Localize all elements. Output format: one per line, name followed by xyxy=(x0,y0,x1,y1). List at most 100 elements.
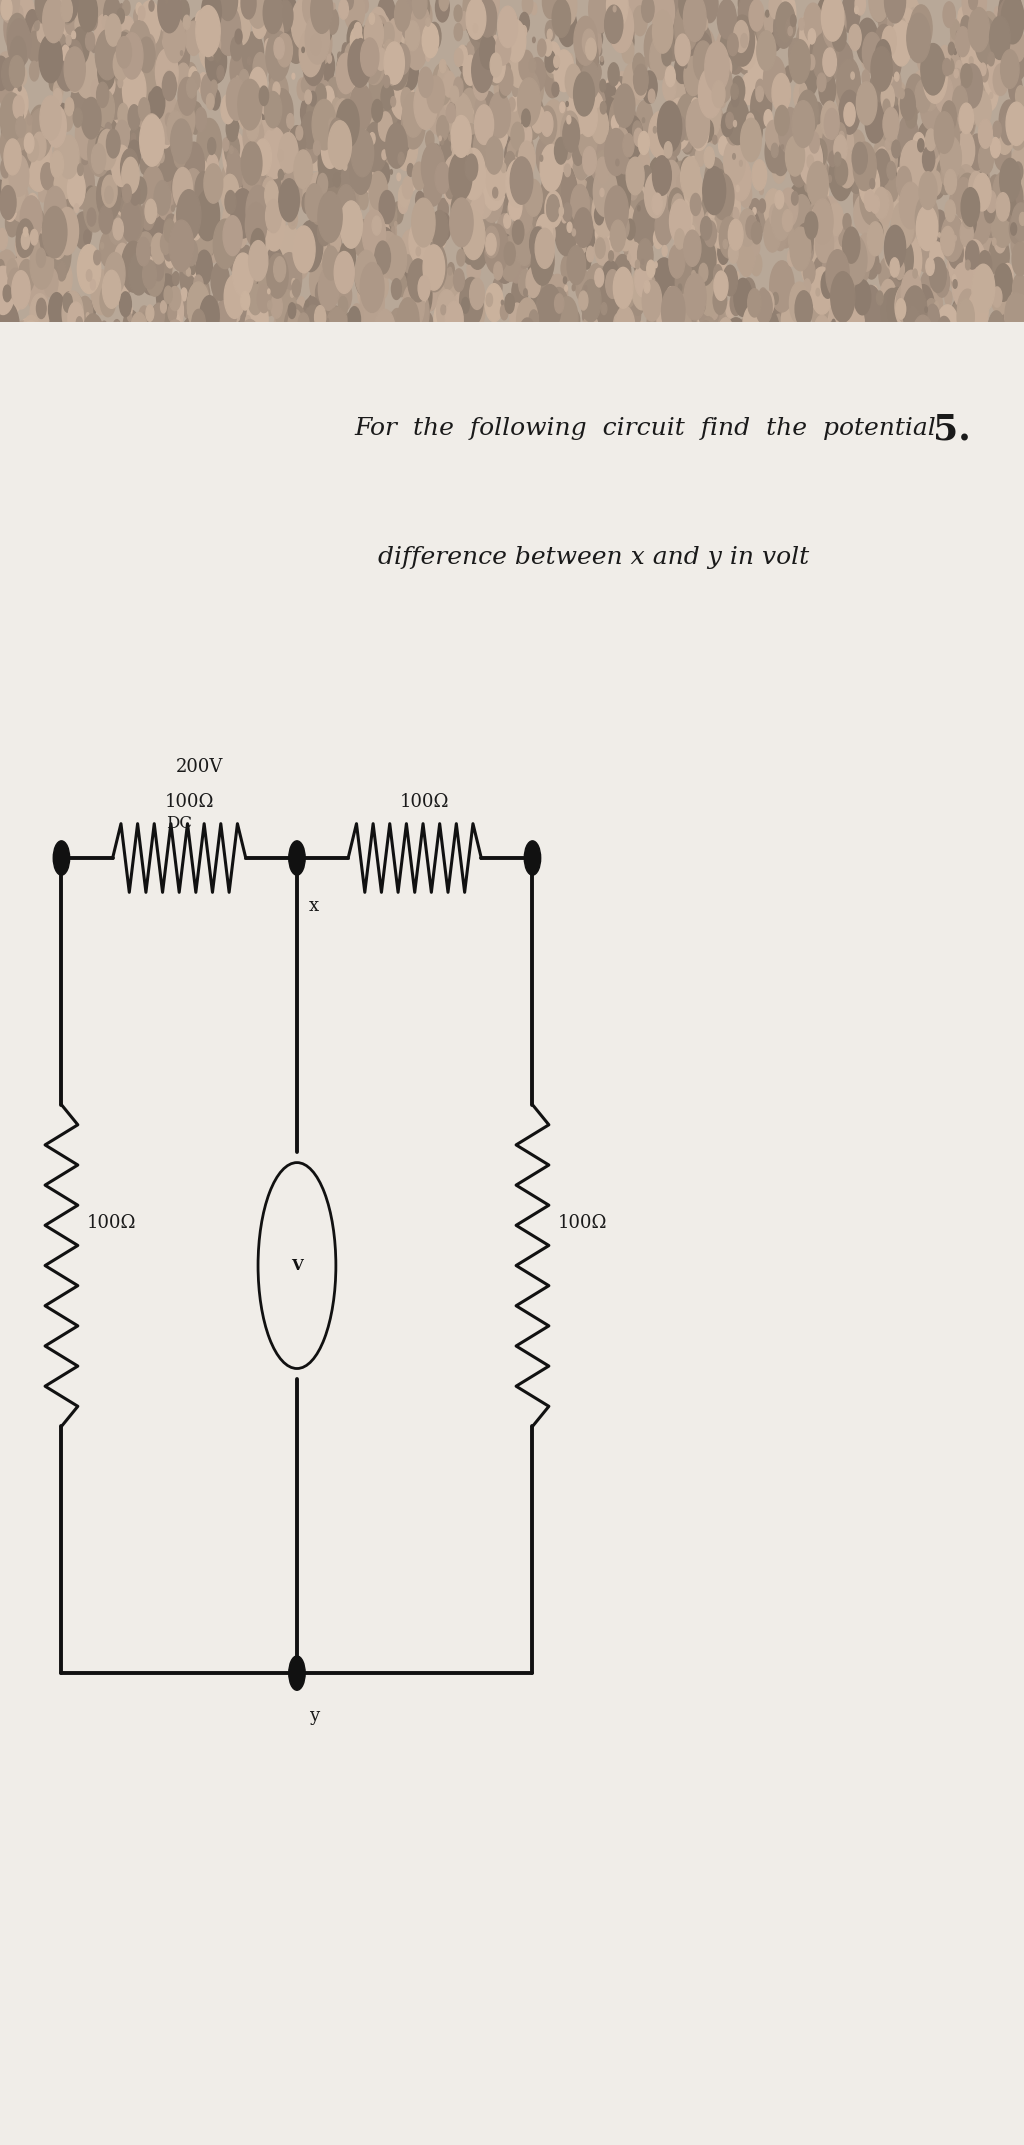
Circle shape xyxy=(60,193,73,219)
Circle shape xyxy=(298,240,306,257)
Circle shape xyxy=(424,180,432,197)
Circle shape xyxy=(122,202,140,242)
Circle shape xyxy=(1017,339,1020,345)
Circle shape xyxy=(191,309,206,339)
Circle shape xyxy=(724,139,745,184)
Circle shape xyxy=(739,161,742,165)
Circle shape xyxy=(230,36,243,60)
Circle shape xyxy=(885,302,903,339)
Circle shape xyxy=(508,249,525,283)
Circle shape xyxy=(905,103,916,129)
Circle shape xyxy=(194,182,207,210)
Circle shape xyxy=(266,247,283,281)
Circle shape xyxy=(692,315,695,324)
Circle shape xyxy=(40,0,56,32)
Circle shape xyxy=(56,103,68,127)
Circle shape xyxy=(990,270,1012,315)
Circle shape xyxy=(261,365,268,380)
Circle shape xyxy=(963,287,969,300)
Circle shape xyxy=(678,26,693,60)
Circle shape xyxy=(135,189,140,199)
Circle shape xyxy=(228,189,230,193)
Circle shape xyxy=(148,302,171,347)
Circle shape xyxy=(730,292,741,315)
Circle shape xyxy=(969,172,983,202)
Circle shape xyxy=(642,118,645,122)
Circle shape xyxy=(17,0,35,32)
Circle shape xyxy=(510,302,524,332)
Circle shape xyxy=(338,320,360,365)
Circle shape xyxy=(927,84,935,101)
Circle shape xyxy=(297,356,307,378)
Circle shape xyxy=(678,283,682,292)
Circle shape xyxy=(531,358,539,373)
Circle shape xyxy=(332,337,345,365)
Circle shape xyxy=(684,39,700,71)
Circle shape xyxy=(802,347,826,399)
Circle shape xyxy=(955,313,964,330)
Circle shape xyxy=(49,270,56,285)
Circle shape xyxy=(417,202,434,238)
Circle shape xyxy=(591,365,608,401)
Circle shape xyxy=(361,56,374,82)
Circle shape xyxy=(370,354,384,384)
Circle shape xyxy=(104,217,110,227)
Circle shape xyxy=(490,0,499,13)
Circle shape xyxy=(206,39,209,47)
Circle shape xyxy=(667,73,682,107)
Circle shape xyxy=(163,71,176,101)
Circle shape xyxy=(84,230,90,245)
Circle shape xyxy=(47,41,55,56)
Circle shape xyxy=(289,13,309,56)
Circle shape xyxy=(967,189,973,199)
Circle shape xyxy=(820,343,830,367)
Circle shape xyxy=(529,227,546,260)
Circle shape xyxy=(830,270,851,313)
Circle shape xyxy=(267,112,276,131)
Circle shape xyxy=(870,195,880,212)
Circle shape xyxy=(344,105,351,120)
Circle shape xyxy=(500,339,513,367)
Circle shape xyxy=(246,184,270,236)
Circle shape xyxy=(545,45,561,77)
Circle shape xyxy=(45,26,70,77)
Circle shape xyxy=(597,45,602,56)
Circle shape xyxy=(212,206,217,215)
Circle shape xyxy=(705,324,714,345)
Text: 100Ω: 100Ω xyxy=(400,794,450,811)
Circle shape xyxy=(601,56,603,62)
Circle shape xyxy=(407,285,421,315)
Circle shape xyxy=(612,221,615,227)
Circle shape xyxy=(831,369,842,393)
Circle shape xyxy=(121,17,134,45)
Circle shape xyxy=(650,347,672,390)
Circle shape xyxy=(651,0,675,36)
Circle shape xyxy=(204,163,222,204)
Circle shape xyxy=(511,56,520,75)
Circle shape xyxy=(377,232,399,279)
Circle shape xyxy=(445,300,463,339)
Circle shape xyxy=(775,326,782,341)
Circle shape xyxy=(98,54,115,90)
Circle shape xyxy=(466,212,480,242)
Circle shape xyxy=(240,69,249,90)
Circle shape xyxy=(954,360,978,410)
Circle shape xyxy=(1011,30,1024,62)
Circle shape xyxy=(338,157,362,208)
Circle shape xyxy=(334,174,340,187)
Circle shape xyxy=(61,0,74,24)
Circle shape xyxy=(984,371,993,390)
Circle shape xyxy=(777,214,794,249)
Circle shape xyxy=(253,107,268,139)
Circle shape xyxy=(766,34,772,47)
Circle shape xyxy=(566,101,568,107)
Circle shape xyxy=(950,17,974,64)
Circle shape xyxy=(691,236,696,249)
Circle shape xyxy=(759,287,767,305)
Circle shape xyxy=(959,118,970,139)
Circle shape xyxy=(289,161,311,206)
Circle shape xyxy=(58,157,76,191)
Circle shape xyxy=(365,272,374,292)
Circle shape xyxy=(473,24,477,32)
Circle shape xyxy=(136,232,155,272)
